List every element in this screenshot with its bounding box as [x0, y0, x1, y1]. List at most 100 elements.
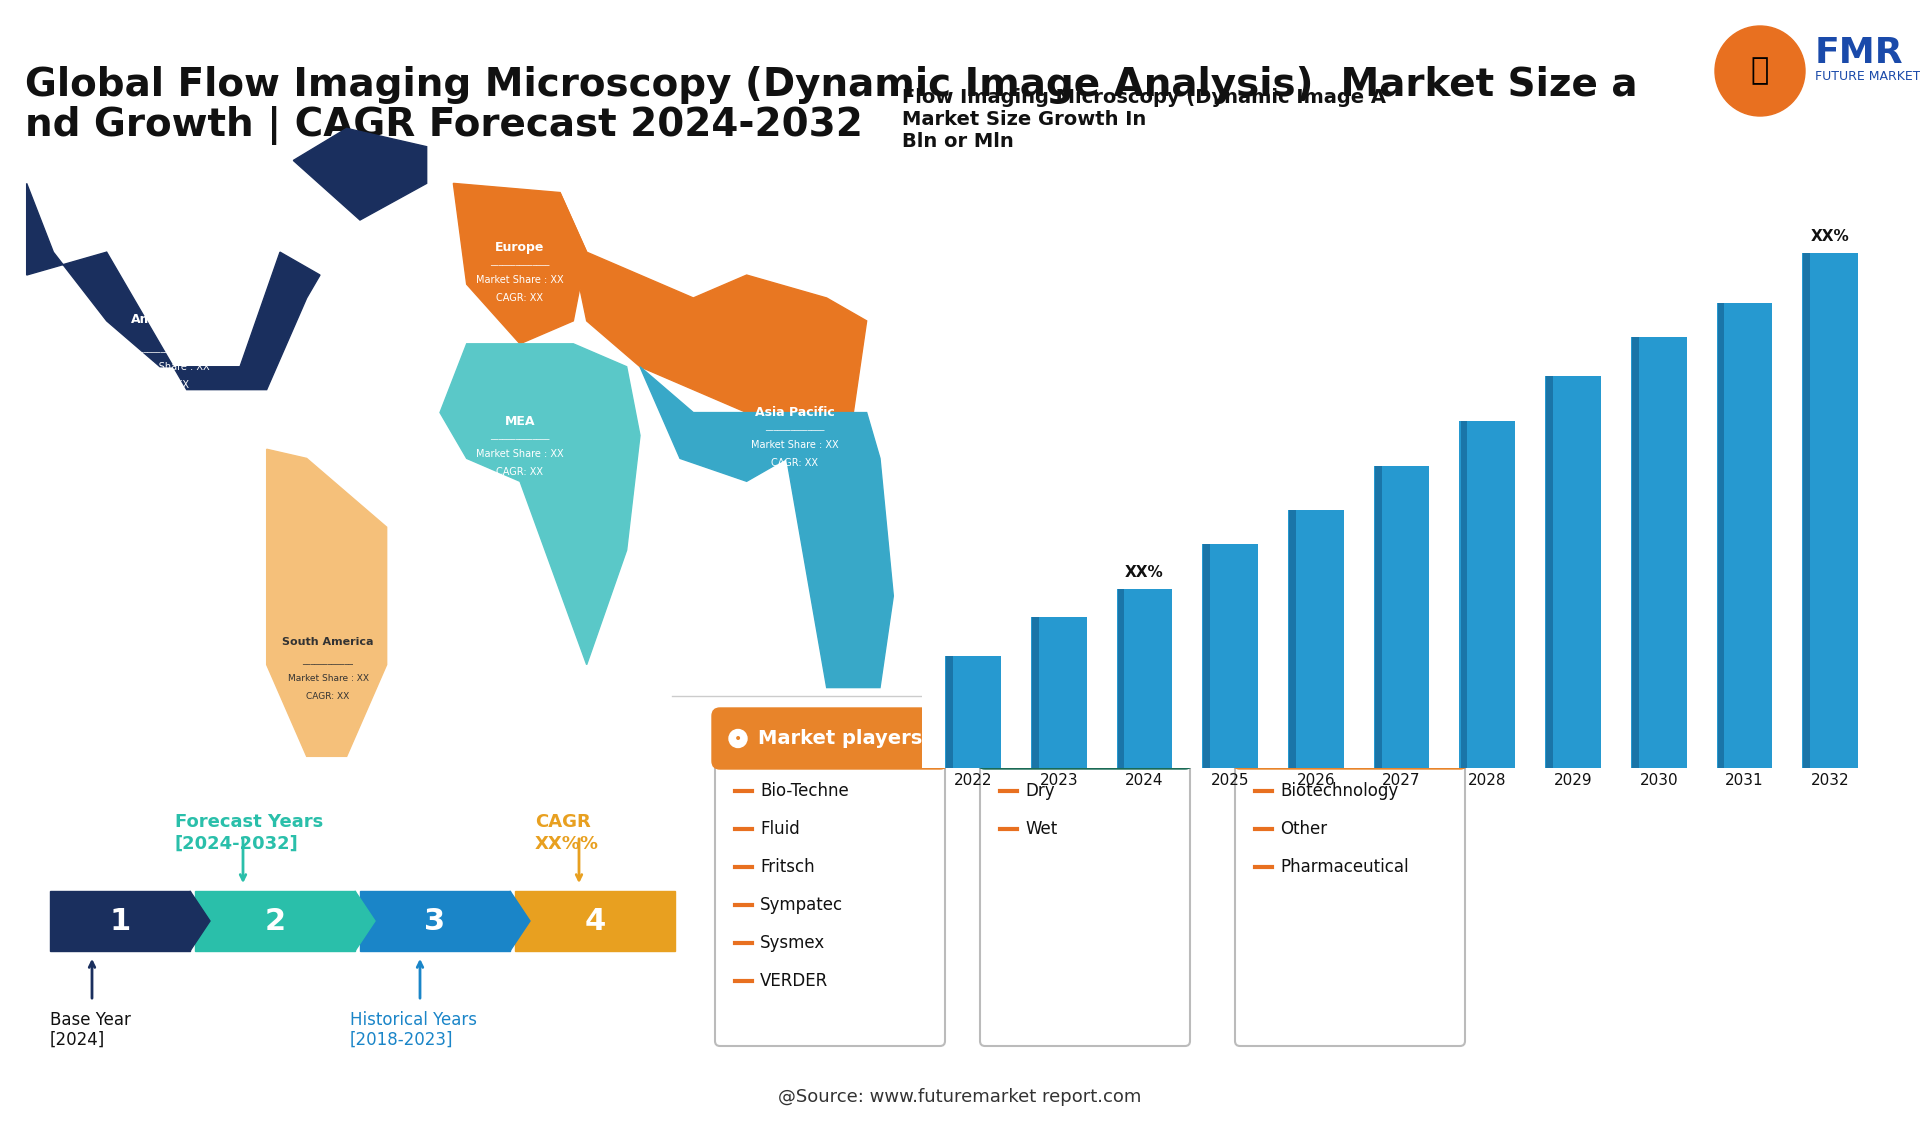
Text: CAGR: XX: CAGR: XX: [307, 692, 349, 701]
Text: Market Share : XX: Market Share : XX: [121, 362, 209, 371]
Text: Fluid: Fluid: [760, 821, 801, 838]
Text: 4: 4: [584, 906, 605, 935]
Bar: [1117, 589, 1173, 768]
Text: CAGR: XX: CAGR: XX: [497, 293, 543, 303]
Bar: [1718, 304, 1724, 768]
FancyBboxPatch shape: [196, 890, 355, 951]
Polygon shape: [190, 890, 209, 951]
Circle shape: [995, 730, 1012, 747]
Bar: [1803, 253, 1859, 768]
Text: 3: 3: [424, 906, 445, 935]
Bar: [1031, 617, 1087, 768]
Bar: [1546, 376, 1553, 768]
Bar: [1202, 544, 1258, 768]
Bar: [1373, 465, 1430, 768]
Bar: [1033, 617, 1039, 768]
Text: •: •: [733, 731, 743, 746]
Bar: [1803, 253, 1811, 768]
Text: Base Year: Base Year: [50, 1011, 131, 1029]
Bar: [1632, 337, 1638, 768]
FancyBboxPatch shape: [361, 890, 511, 951]
Text: ──────────────: ──────────────: [490, 262, 549, 269]
FancyBboxPatch shape: [1233, 708, 1469, 769]
Polygon shape: [440, 344, 639, 665]
Polygon shape: [453, 183, 588, 344]
Polygon shape: [27, 183, 321, 390]
Text: •: •: [1254, 731, 1261, 746]
Text: Europe: Europe: [495, 241, 545, 254]
FancyBboxPatch shape: [50, 890, 190, 951]
Text: Forecast Years: Forecast Years: [175, 813, 323, 831]
FancyBboxPatch shape: [714, 756, 945, 1046]
Text: ────────────: ────────────: [303, 661, 353, 668]
FancyBboxPatch shape: [712, 708, 948, 769]
Text: Market Share : XX: Market Share : XX: [288, 674, 369, 683]
Text: ──────────────: ──────────────: [136, 350, 196, 356]
Bar: [1204, 544, 1210, 768]
Text: MEA: MEA: [505, 415, 536, 429]
Bar: [947, 656, 952, 768]
Text: [2024]: [2024]: [50, 1031, 106, 1049]
Text: CAGR: XX: CAGR: XX: [142, 380, 188, 390]
FancyBboxPatch shape: [977, 708, 1192, 769]
Text: FMR: FMR: [1814, 36, 1903, 70]
Text: [2018-2023]: [2018-2023]: [349, 1031, 453, 1049]
Bar: [1288, 510, 1296, 768]
Text: Sysmex: Sysmex: [760, 934, 826, 952]
Text: Pharmaceutical: Pharmaceutical: [1281, 858, 1409, 876]
Text: Asia Pacific: Asia Pacific: [755, 406, 835, 419]
Circle shape: [730, 730, 747, 747]
Text: Fritsch: Fritsch: [760, 858, 814, 876]
Text: Market Share : XX: Market Share : XX: [476, 449, 564, 458]
Text: Biotechnology: Biotechnology: [1281, 782, 1398, 800]
Polygon shape: [511, 890, 530, 951]
Text: By application: By application: [1279, 729, 1434, 748]
FancyBboxPatch shape: [1235, 756, 1465, 1046]
Text: XX%: XX%: [1125, 565, 1164, 580]
Text: Market players: Market players: [758, 729, 922, 748]
FancyBboxPatch shape: [515, 890, 676, 951]
Text: Market Share : XX: Market Share : XX: [751, 440, 839, 449]
Text: Other: Other: [1281, 821, 1327, 838]
Circle shape: [1250, 730, 1267, 747]
Polygon shape: [267, 449, 386, 756]
Text: Flow Imaging Microscopy (Dynamic Image A
Market Size Growth In
Bln or Mln: Flow Imaging Microscopy (Dynamic Image A…: [902, 87, 1386, 150]
Polygon shape: [355, 890, 374, 951]
Bar: [1288, 510, 1344, 768]
FancyBboxPatch shape: [979, 756, 1190, 1046]
Text: •: •: [998, 731, 1008, 746]
Text: Wet: Wet: [1025, 821, 1058, 838]
Text: Market Share : XX: Market Share : XX: [476, 275, 564, 284]
Text: ──────────────: ──────────────: [490, 437, 549, 444]
Text: [2024-2032]: [2024-2032]: [175, 835, 300, 853]
Text: ──────────────: ──────────────: [764, 427, 824, 434]
Text: CAGR: XX: CAGR: XX: [497, 468, 543, 477]
Text: By type: By type: [1023, 729, 1106, 748]
Text: 2: 2: [265, 906, 286, 935]
Circle shape: [1715, 26, 1805, 116]
Bar: [1546, 376, 1601, 768]
Text: South America: South America: [282, 637, 374, 646]
Text: nd Growth | CAGR Forecast 2024-2032: nd Growth | CAGR Forecast 2024-2032: [25, 105, 862, 146]
Text: CAGR: CAGR: [536, 813, 591, 831]
Polygon shape: [561, 193, 866, 458]
Text: VERDER: VERDER: [760, 972, 828, 990]
Text: @Source: www.futuremarket report.com: @Source: www.futuremarket report.com: [778, 1088, 1142, 1106]
Text: Global Flow Imaging Microscopy (Dynamic Image Analysis)  Market Size a: Global Flow Imaging Microscopy (Dynamic …: [25, 66, 1638, 104]
Text: XX%%: XX%%: [536, 835, 599, 853]
Bar: [1461, 421, 1467, 768]
Bar: [1716, 304, 1772, 768]
Text: Dry: Dry: [1025, 782, 1054, 800]
Text: CAGR: XX: CAGR: XX: [772, 458, 818, 468]
Bar: [1630, 337, 1686, 768]
Text: Historical Years: Historical Years: [349, 1011, 476, 1029]
Bar: [1375, 465, 1382, 768]
Bar: [945, 656, 1000, 768]
Text: North
America: North America: [131, 298, 188, 325]
Text: Bio-Techne: Bio-Techne: [760, 782, 849, 800]
Text: XX%: XX%: [1811, 229, 1849, 244]
Text: 1: 1: [109, 906, 131, 935]
Polygon shape: [639, 367, 893, 688]
Bar: [1459, 421, 1515, 768]
Text: Sympatec: Sympatec: [760, 896, 843, 915]
